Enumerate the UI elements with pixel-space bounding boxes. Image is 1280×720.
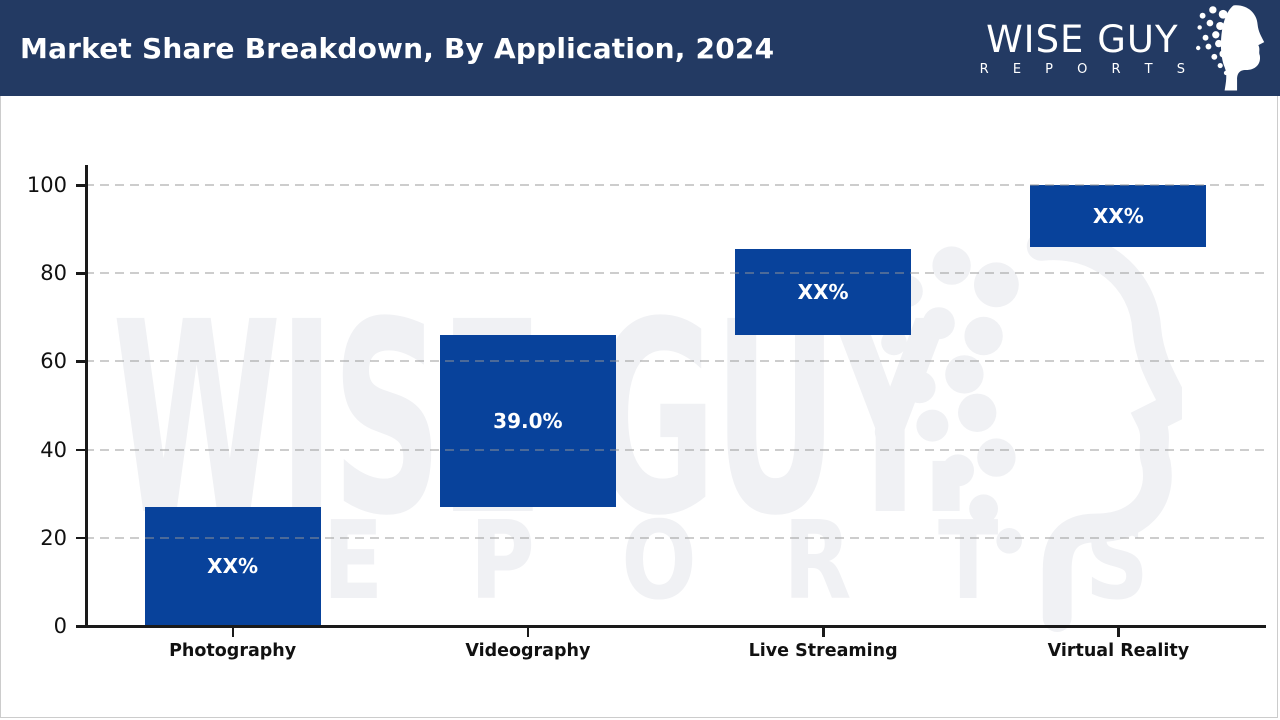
- y-axis-tick-20: [76, 536, 85, 540]
- x-axis-category-label-0: Photography: [169, 641, 297, 661]
- wiseguy-face-icon: [1196, 5, 1265, 91]
- wiseguy-logo-text: WISE GUY R E P O R T S: [975, 21, 1190, 76]
- y-axis-tick-label-100: 100: [26, 173, 67, 197]
- x-axis-category-label-2: Live Streaming: [748, 641, 898, 661]
- x-axis-tick-1: [526, 628, 530, 637]
- gridline-40: [85, 448, 1266, 451]
- gridline-80: [85, 272, 1266, 275]
- header-bar: Market Share Breakdown, By Application, …: [0, 0, 1280, 96]
- wiseguy-logo-wordmark: WISE GUY: [986, 17, 1179, 61]
- y-axis-tick-40: [76, 448, 85, 452]
- y-axis-tick-label-0: 0: [53, 614, 67, 638]
- bar-label-1: 39.0%: [493, 408, 563, 433]
- y-axis-tick-0: [76, 625, 85, 628]
- page-title: Market Share Breakdown, By Application, …: [20, 31, 775, 65]
- y-axis-tick-label-40: 40: [40, 437, 67, 462]
- gridline-20: [85, 536, 1266, 539]
- bar-label-3: XX%: [1092, 203, 1144, 228]
- x-axis-tick-0: [231, 628, 235, 637]
- y-axis-tick-label-80: 80: [40, 261, 67, 286]
- y-axis-tick-80: [76, 272, 85, 275]
- y-axis-tick-100: [76, 184, 85, 187]
- wiseguy-face-watermark-icon: [874, 231, 1182, 632]
- y-axis-tick-label-20: 20: [40, 525, 67, 550]
- bar-videography: [439, 334, 616, 507]
- wiseguy-logo: WISE GUY R E P O R T S: [975, 4, 1266, 92]
- y-axis-tick-label-60: 60: [40, 349, 67, 374]
- bar-live-streaming: [735, 248, 912, 335]
- bar-photography: [144, 506, 321, 626]
- x-axis-category-label-1: Videography: [465, 641, 591, 661]
- y-axis-line: [85, 165, 88, 628]
- wiseguy-logo-sub: R E P O R T S: [979, 61, 1195, 77]
- gridline-100: [85, 184, 1266, 186]
- y-axis-tick-60: [76, 360, 85, 363]
- watermark-sub: R E P O R T S: [168, 499, 1177, 624]
- x-axis-tick-3: [1117, 628, 1120, 637]
- x-axis-tick-2: [822, 628, 825, 637]
- bar-virtual-reality: [1030, 185, 1207, 247]
- x-axis-line: [85, 625, 1266, 628]
- x-axis-category-label-3: Virtual Reality: [1047, 641, 1190, 661]
- bar-label-0: XX%: [207, 554, 259, 579]
- bar-label-2: XX%: [797, 279, 849, 304]
- gridline-60: [85, 360, 1266, 363]
